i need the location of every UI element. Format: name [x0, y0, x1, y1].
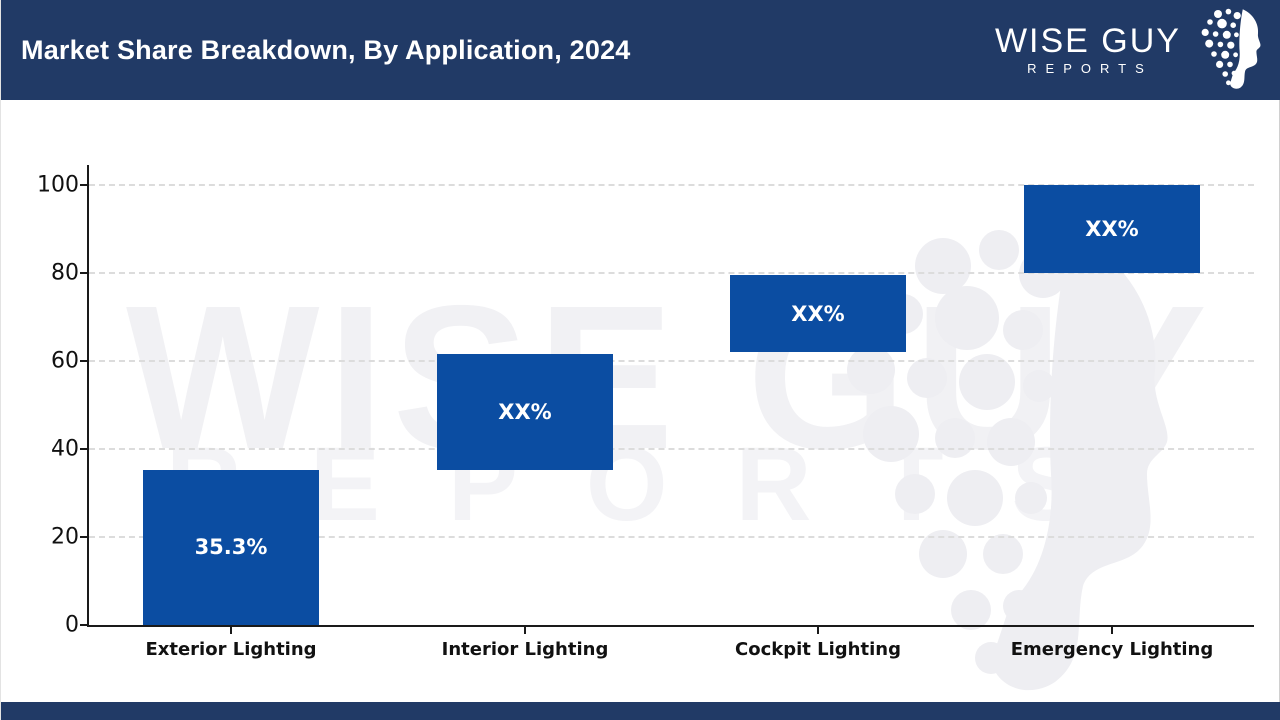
logo-reports: REPORTS — [1027, 61, 1153, 76]
logo-text: WISE GUY REPORTS — [995, 24, 1181, 76]
bar-exterior-lighting: 35.3% — [143, 469, 319, 625]
header-bar: Market Share Breakdown, By Application, … — [1, 0, 1280, 100]
logo-wise-guy: WISE GUY — [994, 22, 1181, 60]
y-tick-mark-40 — [80, 448, 89, 450]
bar-cockpit-lighting: XX% — [730, 275, 906, 353]
y-tick-label-80: 80 — [51, 260, 79, 286]
x-category-label-cockpit-lighting: Cockpit Lighting — [735, 639, 901, 660]
gridline-40 — [89, 448, 1254, 450]
y-tick-label-40: 40 — [51, 436, 79, 462]
x-tick-mark-exterior-lighting — [230, 625, 232, 634]
gridline-100 — [89, 184, 1254, 186]
bar-value-label-interior-lighting: XX% — [498, 400, 552, 425]
bar-interior-lighting: XX% — [437, 354, 613, 470]
x-axis-line — [87, 625, 1254, 627]
gridline-20 — [89, 536, 1254, 538]
x-category-label-emergency-lighting: Emergency Lighting — [1010, 639, 1214, 660]
y-tick-mark-100 — [80, 184, 89, 186]
bar-value-label-emergency-lighting: XX% — [1085, 217, 1139, 241]
y-tick-mark-60 — [80, 360, 89, 362]
footer-bar — [1, 702, 1280, 720]
y-tick-label-60: 60 — [51, 348, 79, 374]
logo-head-icon — [1201, 8, 1261, 89]
x-category-label-interior-lighting: Interior Lighting — [441, 639, 609, 660]
x-tick-mark-emergency-lighting — [1111, 625, 1113, 634]
y-tick-mark-20 — [80, 536, 89, 538]
x-tick-mark-cockpit-lighting — [817, 625, 819, 634]
bar-value-label-exterior-lighting: 35.3% — [194, 535, 268, 560]
y-tick-label-0: 0 — [65, 612, 79, 638]
x-tick-mark-interior-lighting — [524, 625, 526, 634]
bar-emergency-lighting: XX% — [1024, 185, 1200, 273]
chart-title: Market Share Breakdown, By Application, … — [21, 34, 631, 65]
gridline-60 — [89, 360, 1254, 362]
y-tick-label-100: 100 — [37, 172, 79, 198]
y-axis-line — [87, 165, 89, 627]
gridline-80 — [89, 272, 1254, 274]
y-tick-label-20: 20 — [51, 524, 79, 550]
bar-value-label-cockpit-lighting: XX% — [791, 301, 845, 326]
x-category-label-exterior-lighting: Exterior Lighting — [145, 639, 317, 660]
y-tick-mark-0 — [80, 624, 89, 626]
y-tick-mark-80 — [80, 272, 89, 274]
wise-guy-reports-logo: WISE GUY REPORTS — [995, 6, 1267, 94]
